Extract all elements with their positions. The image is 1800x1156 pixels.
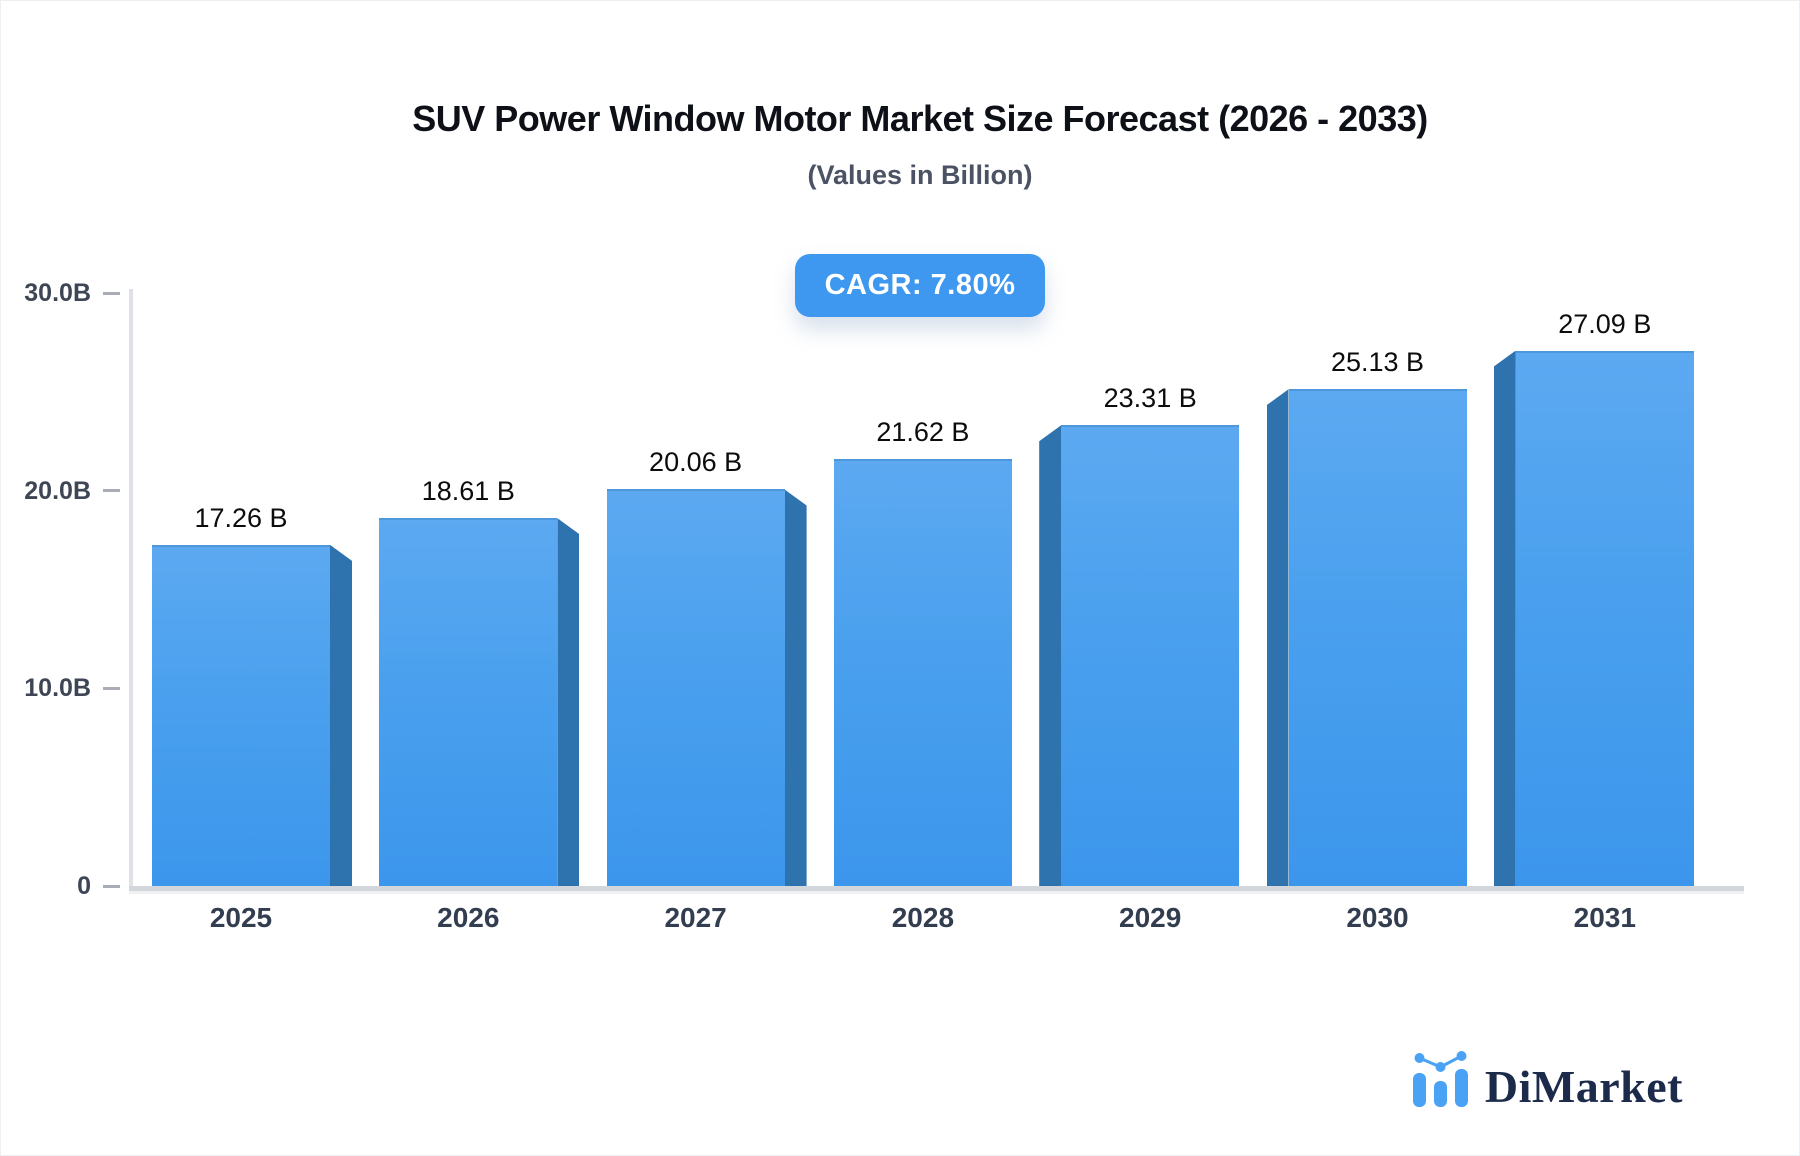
x-axis-label: 2030 — [1346, 902, 1409, 933]
x-axis-label: 2025 — [209, 902, 273, 933]
y-tick-mark — [103, 884, 120, 888]
x-axis-label: 2029 — [1119, 902, 1182, 933]
bar-2027 — [606, 489, 785, 886]
bar-side-2026 — [557, 518, 580, 886]
bar-side-2027 — [784, 489, 807, 886]
bar-2030 — [1288, 389, 1467, 886]
y-tick-mark — [103, 489, 120, 493]
bar-value-label: 21.62 B — [876, 416, 970, 447]
bar-side-2031 — [1493, 350, 1516, 886]
brand-logo: DiMarket — [1410, 1051, 1683, 1109]
bar-2029 — [1061, 425, 1240, 886]
y-tick-label: 10.0B — [24, 674, 91, 703]
brand-logo-text: DiMarket — [1484, 1060, 1683, 1112]
x-axis-label: 2028 — [891, 902, 955, 933]
chart-title: SUV Power Window Motor Market Size Forec… — [412, 98, 1428, 139]
chart-subtitle: (Values in Billion) — [807, 160, 1033, 190]
y-tick-label: 30.0B — [24, 279, 91, 307]
y-tick-label: 20.0B — [24, 476, 91, 505]
bar-value-label: 25.13 B — [1330, 347, 1425, 378]
y-tick-label: 0 — [77, 872, 91, 900]
bar-2025 — [152, 544, 330, 886]
bar-2026 — [379, 518, 558, 886]
x-axis-line — [129, 886, 1744, 891]
bar-value-label: 17.26 B — [194, 502, 288, 533]
y-tick-mark — [103, 686, 120, 690]
bar-chart-trend-icon — [1412, 1051, 1468, 1107]
bar-side-2025 — [330, 544, 352, 886]
y-tick-mark — [103, 291, 120, 295]
x-axis-label: 2031 — [1573, 902, 1636, 933]
x-axis-label: 2027 — [664, 902, 727, 933]
bar-value-label: 18.61 B — [421, 476, 515, 507]
cagr-badge-wrap: CAGR: 7.80% — [41, 254, 1799, 317]
x-axis-label: 2026 — [437, 902, 500, 933]
bar-side-2030 — [1266, 389, 1289, 886]
bar-value-label: 23.31 B — [1103, 383, 1197, 414]
bar-2028 — [833, 458, 1012, 886]
bar-2031 — [1515, 350, 1694, 886]
bar-value-label: 20.06 B — [649, 447, 743, 478]
cagr-badge: CAGR: 7.80% — [794, 254, 1046, 317]
bar-side-2029 — [1039, 425, 1062, 886]
y-axis-line — [129, 289, 133, 890]
bar-value-label: 27.09 B — [1558, 308, 1652, 339]
